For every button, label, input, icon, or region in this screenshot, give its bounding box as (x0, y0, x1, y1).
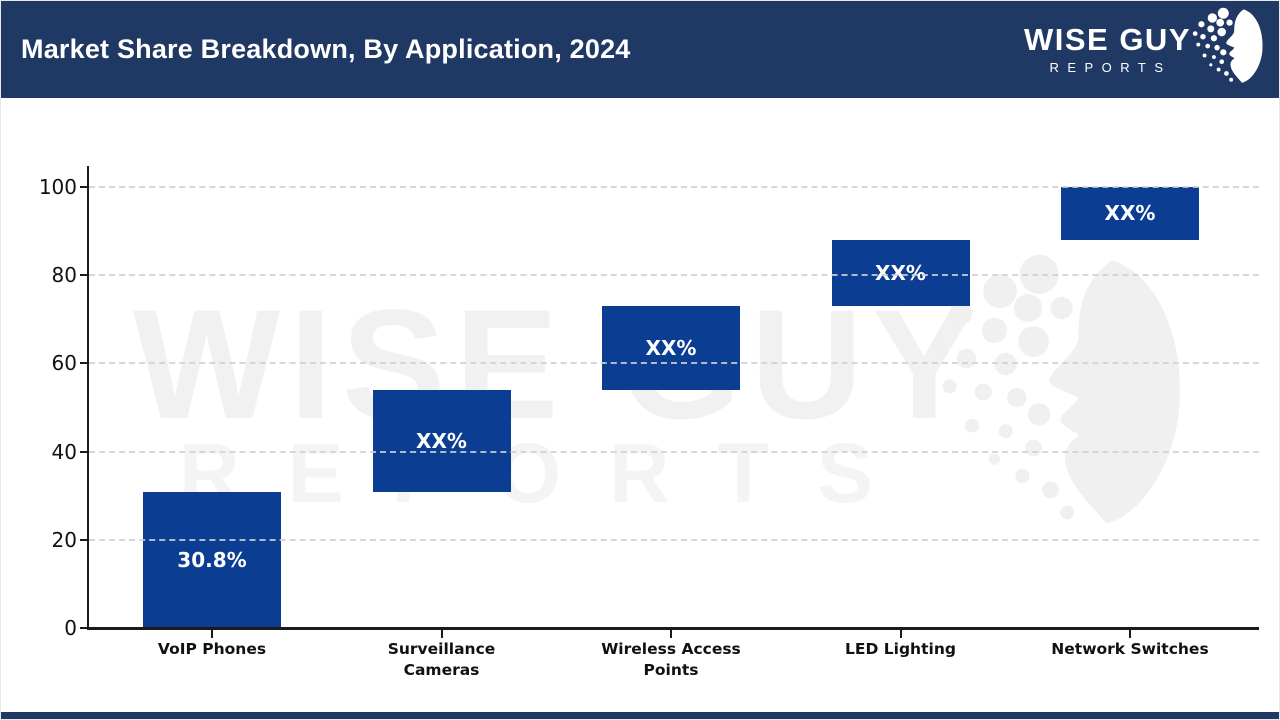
y-tick-mark (80, 538, 89, 541)
y-tick-mark (80, 450, 89, 453)
bar-value-label: XX% (875, 260, 926, 285)
watermark-wordmark: WISE GUY (133, 278, 986, 452)
x-tick-mark (1129, 630, 1131, 638)
bar-value-label: 30.8% (177, 548, 247, 573)
x-axis-category-label: VoIP Phones (157, 640, 267, 658)
x-tick-mark (211, 630, 213, 638)
bar-segment: XX% (372, 389, 511, 493)
y-tick-mark (80, 274, 89, 277)
header-bar: Market Share Breakdown, By Application, … (1, 1, 1279, 98)
x-axis-line (87, 627, 1259, 630)
y-tick-mark (80, 627, 89, 629)
y-tick-label: 100 (38, 175, 77, 199)
watermark-subtitle: REPORTS (179, 426, 922, 520)
y-axis-line (87, 166, 89, 630)
logo-line1: WISE GUY (1023, 22, 1191, 57)
gridline (89, 274, 1259, 277)
x-axis-category-label: LED Lighting (845, 640, 956, 658)
chart-title: Market Share Breakdown, By Application, … (21, 34, 631, 64)
bar-segment: XX% (602, 306, 740, 390)
gridline (89, 450, 1259, 453)
bar-value-label: XX% (416, 429, 467, 453)
gridline (89, 186, 1259, 188)
bar-value-label: XX% (1104, 201, 1156, 226)
x-tick-mark (670, 630, 672, 638)
y-tick-label: 40 (51, 439, 77, 464)
logo-face-icon (1185, 7, 1271, 93)
gridline (89, 362, 1259, 365)
y-tick-label: 20 (51, 527, 77, 552)
footer-bar (1, 712, 1279, 719)
logo-wordmark: WISE GUY REPORTS (1024, 24, 1191, 75)
bar-segment: XX% (1061, 187, 1199, 240)
x-axis-category-label: Wireless Access Points (601, 640, 741, 679)
y-tick-label: 60 (51, 351, 77, 376)
y-tick-mark (80, 362, 89, 365)
bar-segment: 30.8% (143, 492, 281, 628)
y-tick-mark (80, 186, 89, 188)
y-tick-label: 80 (51, 263, 77, 288)
wiseguy-logo: WISE GUY REPORTS (1024, 7, 1271, 93)
gridline (89, 538, 1259, 541)
x-axis-category-label: Surveillance Cameras (387, 640, 496, 679)
x-tick-mark (440, 630, 443, 638)
bar-segment: XX% (831, 239, 970, 307)
x-axis-category-label: Network Switches (1051, 640, 1209, 658)
x-tick-mark (899, 630, 902, 638)
y-tick-label: 0 (64, 616, 77, 640)
logo-line2: REPORTS (1049, 60, 1172, 75)
bar-value-label: XX% (645, 335, 697, 360)
